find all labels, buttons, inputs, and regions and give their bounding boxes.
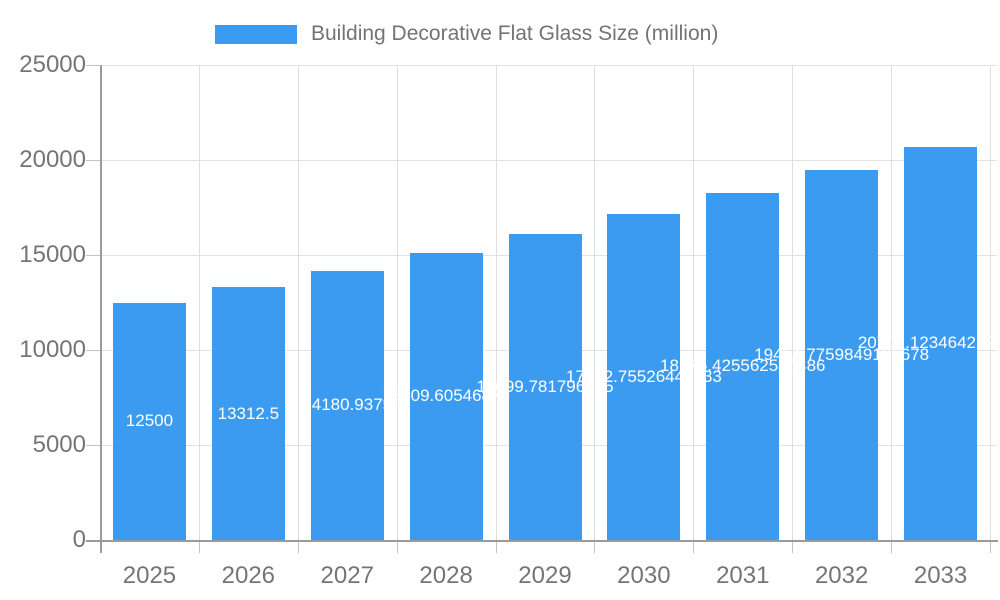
x-tick-label: 2025 [122,562,177,589]
x-tick-label: 2028 [419,562,473,589]
legend-swatch-icon [215,24,297,44]
y-tick-label: 0 [72,526,86,553]
x-tick [495,540,497,553]
x-tick [990,540,991,553]
y-tick-label: 25000 [19,51,86,78]
x-tick-label: 2031 [716,562,770,589]
x-tick [693,540,695,553]
y-tick-label: 10000 [19,336,86,363]
v-gridline [990,65,991,540]
bar-value-label: 16099.781796875 [476,377,614,397]
x-tick [891,540,893,553]
x-tick [198,540,200,553]
v-gridline [891,65,893,540]
bar[interactable] [607,214,681,540]
y-tick-label: 20000 [19,146,86,173]
legend-label: Building Decorative Flat Glass Size (mil… [311,22,719,45]
bar-value-label: 19454.7759849125678 [754,345,930,365]
y-tick [86,65,100,66]
x-tick-label: 2032 [814,562,869,589]
bar[interactable] [310,270,384,540]
v-gridline [693,65,695,540]
v-gridline [396,65,398,540]
x-tick [396,540,398,553]
bar-value-label: 18276.425562546486 [660,356,826,376]
bar-value-label: 15109.60546875 [382,386,510,406]
x-tick-label: 2027 [320,562,374,589]
y-tick-label: 5000 [32,431,86,458]
bar-value-label: 17152.75526440133 [565,367,722,387]
x-tick-label: 2026 [221,562,276,589]
y-tick-label: 15000 [19,241,86,268]
y-tick [86,160,100,161]
h-gridline [100,65,997,66]
bar[interactable] [409,252,483,540]
bar-value-label: 20702.123464212345 [857,333,1000,353]
bar[interactable] [508,234,582,540]
x-tick [594,540,596,553]
bar-value-label: 14180.9375 [302,395,393,415]
v-gridline [594,65,596,540]
v-gridline [495,65,497,540]
bar[interactable] [706,192,780,540]
bar-value-label: 13312.5 [217,403,280,423]
x-tick-label: 2033 [913,562,968,589]
bar[interactable] [112,302,186,540]
y-tick [86,255,100,256]
x-tick [297,540,299,553]
bar[interactable] [211,287,285,540]
x-axis-line [86,540,998,542]
y-tick [86,445,100,446]
legend-item[interactable]: Building Decorative Flat Glass Size (mil… [215,22,718,46]
bar-value-label: 12500 [125,411,174,431]
bar[interactable] [805,170,879,540]
v-gridline [297,65,299,540]
v-gridline [198,65,200,540]
v-gridline [792,65,794,540]
x-tick-label: 2030 [617,562,671,589]
h-gridline [100,160,997,161]
y-axis-line [100,65,102,553]
bar[interactable] [904,146,978,540]
x-tick [792,540,794,553]
y-tick [86,350,100,351]
x-tick-label: 2029 [518,562,572,589]
